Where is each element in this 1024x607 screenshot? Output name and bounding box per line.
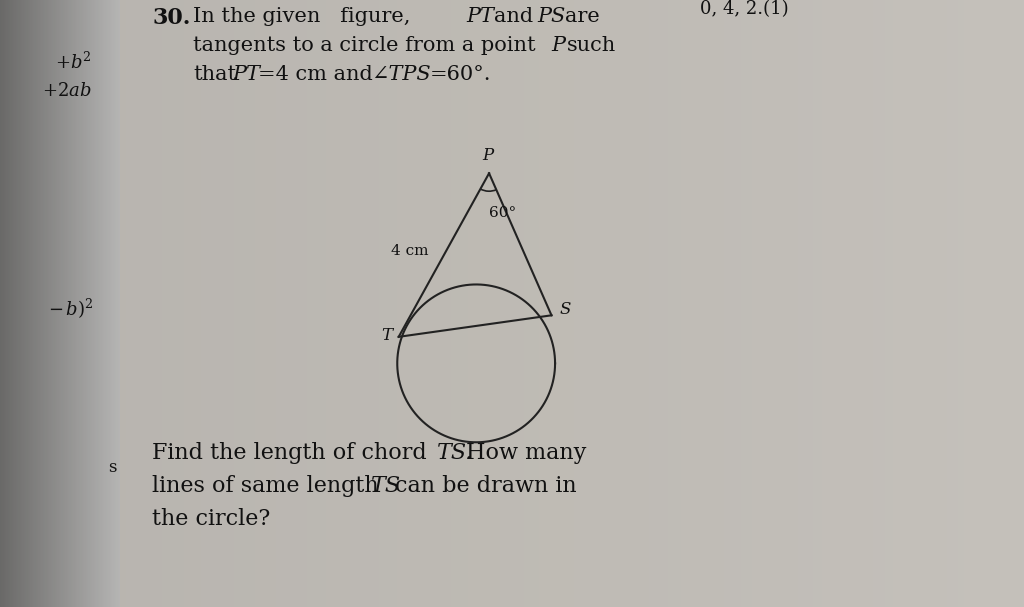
Text: such: such: [567, 36, 616, 55]
Text: Find the length of chord: Find the length of chord: [152, 442, 427, 464]
Text: In the given   figure,: In the given figure,: [193, 7, 411, 26]
Text: $+b^2$: $+b^2$: [55, 52, 92, 73]
Text: $-\,b)^2$: $-\,b)^2$: [48, 297, 93, 321]
Text: TS.: TS.: [437, 442, 473, 464]
Text: PT: PT: [232, 65, 260, 84]
Text: 4 cm: 4 cm: [390, 245, 428, 259]
Text: S: S: [559, 301, 570, 318]
Text: =60°.: =60°.: [430, 65, 492, 84]
Text: tangents to a circle from a point: tangents to a circle from a point: [193, 36, 536, 55]
Text: PT: PT: [466, 7, 494, 26]
Text: =4 cm and: =4 cm and: [258, 65, 373, 84]
Text: that: that: [193, 65, 237, 84]
Text: 30.: 30.: [152, 7, 190, 29]
Text: are: are: [565, 7, 600, 26]
Text: s: s: [108, 459, 117, 476]
Text: ∠TPS: ∠TPS: [371, 65, 431, 84]
Text: can be drawn in: can be drawn in: [395, 475, 577, 497]
Text: and: and: [494, 7, 534, 26]
Text: How many: How many: [466, 442, 587, 464]
Text: $+2ab$: $+2ab$: [42, 82, 91, 100]
Text: T: T: [382, 327, 393, 344]
Text: the circle?: the circle?: [152, 508, 270, 530]
Text: lines of same length: lines of same length: [152, 475, 379, 497]
Text: 0, 4, 2.(1): 0, 4, 2.(1): [700, 0, 788, 18]
Text: P: P: [551, 36, 565, 55]
Text: TS: TS: [371, 475, 401, 497]
Text: 60°: 60°: [488, 206, 516, 220]
Text: P: P: [482, 147, 494, 164]
Text: PS: PS: [537, 7, 565, 26]
